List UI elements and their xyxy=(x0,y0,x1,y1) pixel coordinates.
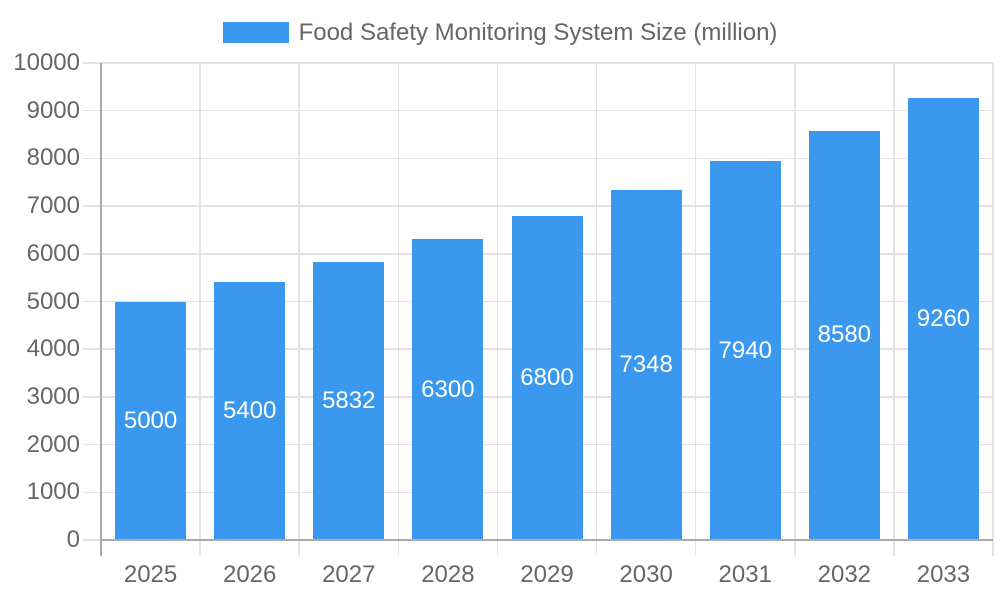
bar-2032 xyxy=(808,130,880,540)
bar-value-label: 6800 xyxy=(520,363,574,391)
y-tick-label: 0 xyxy=(66,526,80,553)
bar-2030 xyxy=(610,189,682,540)
chart-legend[interactable]: Food Safety Monitoring System Size (mill… xyxy=(0,20,1000,45)
bar-value-label: 5000 xyxy=(123,406,178,434)
x-gridline xyxy=(298,63,300,556)
bar-2029 xyxy=(511,215,583,540)
bar-2033 xyxy=(907,98,979,540)
bar-2027 xyxy=(313,261,385,540)
bar-value-label: 7940 xyxy=(718,336,772,364)
bar-value-label: 5832 xyxy=(322,386,376,414)
x-tick-label: 2031 xyxy=(718,561,772,588)
x-gridline xyxy=(694,63,697,556)
bar-value-label: 5400 xyxy=(222,397,277,425)
bar-2028 xyxy=(412,239,484,540)
y-tick-label: 6000 xyxy=(26,239,80,267)
x-gridline xyxy=(893,63,895,556)
x-gridline xyxy=(595,63,598,556)
x-gridline xyxy=(496,63,499,556)
x-gridline xyxy=(199,63,201,556)
y-tick-label: 9000 xyxy=(26,96,80,124)
y-gridline xyxy=(83,157,993,160)
y-gridline xyxy=(83,205,993,207)
x-gridline xyxy=(397,63,400,556)
bar-value-label: 6300 xyxy=(421,375,475,403)
bar-value-label: 9260 xyxy=(916,305,971,333)
x-tick-label: 2033 xyxy=(916,561,971,588)
bar-2025 xyxy=(115,301,187,540)
x-gridline xyxy=(992,63,994,556)
y-tick-label: 5000 xyxy=(26,287,80,315)
y-tick-label: 10000 xyxy=(13,49,80,76)
y-tick-label: 7000 xyxy=(26,192,80,220)
x-tick-label: 2027 xyxy=(322,561,376,588)
bar-2031 xyxy=(709,161,781,540)
x-tick-label: 2030 xyxy=(619,561,673,588)
x-gridline xyxy=(794,63,796,556)
x-tick-label: 2029 xyxy=(520,561,574,588)
y-axis-line xyxy=(100,63,102,556)
x-tick-label: 2028 xyxy=(421,561,475,588)
y-tick-label: 8000 xyxy=(26,144,80,172)
bar-2026 xyxy=(214,282,286,540)
bar-value-label: 7348 xyxy=(619,350,673,378)
y-tick-label: 2000 xyxy=(26,430,80,458)
bar-value-label: 8580 xyxy=(817,321,872,349)
y-gridline xyxy=(83,109,993,112)
y-tick-label: 3000 xyxy=(26,382,80,410)
y-tick-label: 1000 xyxy=(26,478,80,506)
legend-swatch xyxy=(222,22,289,43)
legend-label: Food Safety Monitoring System Size (mill… xyxy=(298,19,778,46)
y-tick-label: 4000 xyxy=(26,335,80,363)
x-tick-label: 2026 xyxy=(222,561,277,588)
y-gridline xyxy=(83,62,993,64)
x-tick-label: 2025 xyxy=(123,561,178,588)
x-tick-label: 2032 xyxy=(817,561,872,588)
x-axis-line xyxy=(100,539,993,541)
